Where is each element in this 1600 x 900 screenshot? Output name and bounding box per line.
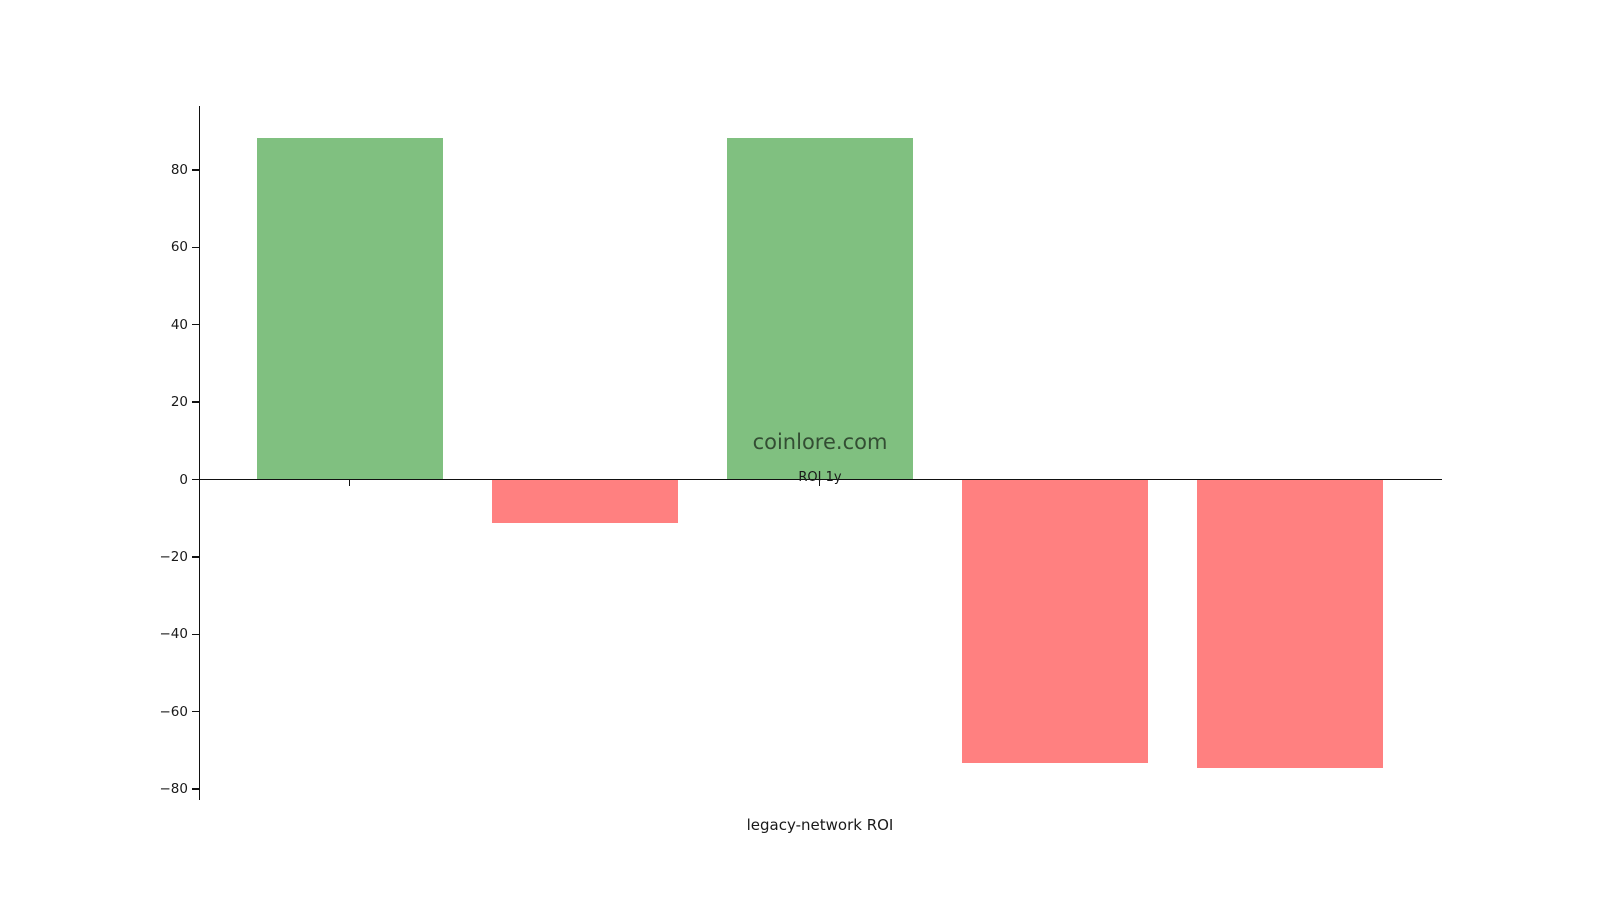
bar-1-positive — [256, 138, 443, 480]
y-tick-label: 40 — [170, 316, 188, 333]
y-tick-label: 0 — [179, 471, 188, 488]
y-tick-label: −60 — [159, 703, 189, 720]
y-tick-label: −40 — [159, 626, 189, 643]
y-tick-label: 60 — [170, 239, 188, 256]
y-tick-label: 80 — [170, 161, 188, 178]
y-tick-label: −80 — [159, 781, 189, 798]
y-tick-mark — [192, 556, 199, 558]
y-tick-mark — [192, 478, 199, 481]
x-tick-mark — [348, 480, 351, 486]
y-tick-mark — [192, 169, 199, 171]
bar-3-positive — [726, 138, 913, 480]
bar-4-negative — [961, 479, 1148, 764]
x-tick-mark — [818, 480, 821, 486]
x-axis-zero-line — [199, 478, 1442, 481]
x-tick-label-roi-1y: ROI 1y — [798, 470, 842, 485]
bar-2-negative — [491, 479, 678, 524]
y-tick-mark — [192, 633, 199, 636]
watermark-text: coinlore.com — [752, 430, 888, 454]
y-tick-mark — [192, 710, 199, 713]
x-axis-label: legacy-network ROI — [746, 816, 894, 834]
bar-5-negative — [1196, 479, 1383, 769]
y-tick-mark — [192, 246, 199, 249]
y-axis-spine — [198, 106, 201, 800]
y-tick-mark — [192, 788, 199, 790]
y-tick-mark — [192, 323, 199, 326]
y-tick-mark — [192, 401, 199, 403]
y-tick-label: 20 — [170, 394, 188, 411]
y-tick-label: −20 — [159, 548, 189, 565]
